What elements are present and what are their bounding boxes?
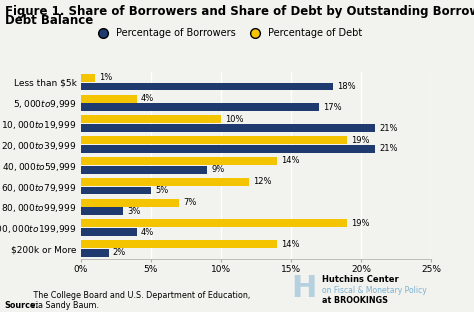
Bar <box>81 249 109 257</box>
Text: 19%: 19% <box>351 136 370 145</box>
Bar <box>81 115 221 123</box>
Text: 5%: 5% <box>155 186 168 195</box>
Text: Source:: Source: <box>5 301 39 310</box>
Text: 21%: 21% <box>379 124 398 133</box>
Text: 18%: 18% <box>337 82 356 91</box>
Bar <box>81 95 137 103</box>
Text: H: H <box>292 274 317 303</box>
Text: 17%: 17% <box>323 103 342 112</box>
Bar <box>81 136 347 144</box>
Text: 19%: 19% <box>351 219 370 228</box>
Bar <box>81 74 95 82</box>
Text: 4%: 4% <box>141 94 154 103</box>
Bar <box>81 157 277 165</box>
Text: at BROOKINGS: at BROOKINGS <box>322 296 388 305</box>
Text: Hutchins Center: Hutchins Center <box>322 275 399 284</box>
Bar <box>81 219 347 227</box>
Bar <box>81 178 249 186</box>
Bar <box>81 83 333 90</box>
Text: 14%: 14% <box>281 157 300 165</box>
Text: 14%: 14% <box>281 240 300 249</box>
Bar <box>81 145 375 153</box>
Bar <box>81 240 277 248</box>
Bar <box>81 207 123 215</box>
Bar <box>81 166 207 174</box>
Text: 21%: 21% <box>379 144 398 154</box>
Text: 7%: 7% <box>183 198 196 207</box>
Text: 3%: 3% <box>127 207 140 216</box>
Text: Debt Balance: Debt Balance <box>5 14 93 27</box>
Text: 4%: 4% <box>141 228 154 236</box>
Text: on Fiscal & Monetary Policy: on Fiscal & Monetary Policy <box>322 286 427 295</box>
Text: Figure 1. Share of Borrowers and Share of Debt by Outstanding Borrower: Figure 1. Share of Borrowers and Share o… <box>5 5 474 18</box>
Text: The College Board and U.S. Department of Education,
via Sandy Baum.: The College Board and U.S. Department of… <box>31 291 250 310</box>
Bar <box>81 199 179 207</box>
Bar <box>81 103 319 111</box>
Bar <box>81 124 375 132</box>
Legend: Percentage of Borrowers, Percentage of Debt: Percentage of Borrowers, Percentage of D… <box>90 24 366 42</box>
Text: 12%: 12% <box>253 177 272 186</box>
Text: 9%: 9% <box>211 165 224 174</box>
Bar <box>81 187 151 194</box>
Text: 10%: 10% <box>225 115 244 124</box>
Text: 1%: 1% <box>99 73 112 82</box>
Text: 2%: 2% <box>113 248 126 257</box>
Bar <box>81 228 137 236</box>
